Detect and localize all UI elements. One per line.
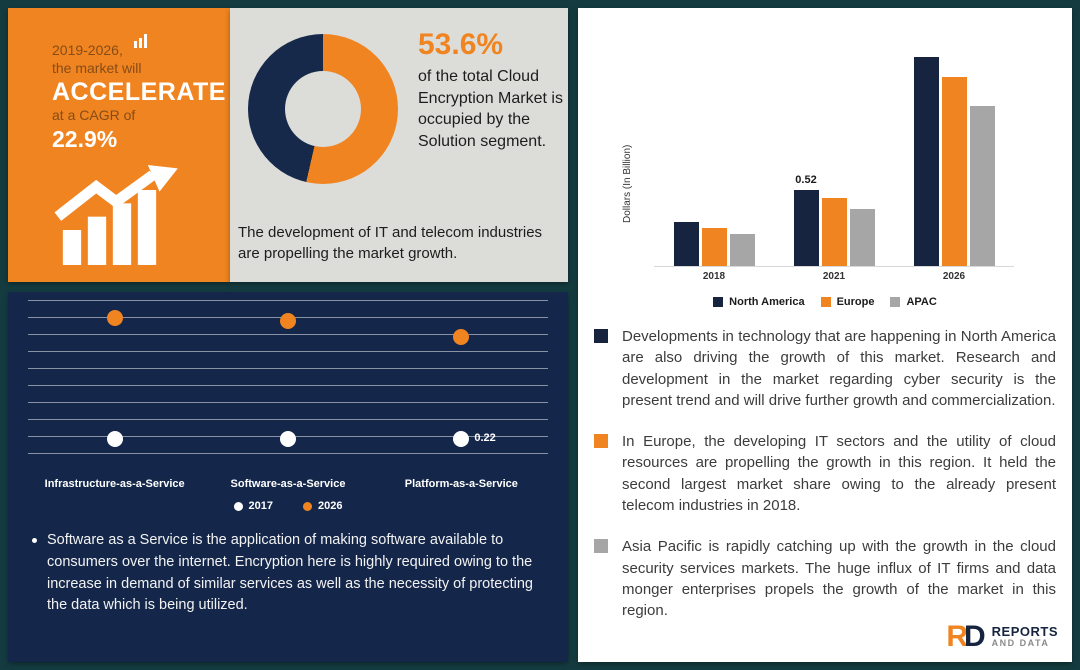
legend-item-apac: APAC <box>890 296 937 308</box>
dot-2026-2 <box>453 328 470 345</box>
dot-2017-2 <box>453 430 470 447</box>
region-bullet-text: In Europe, the developing IT sectors and… <box>622 433 1056 515</box>
bar-annotation: 0.52 <box>795 174 817 187</box>
legend-swatch-europe <box>820 297 831 307</box>
regional-panel: Dollars (In Billion) 0.52 2018 2021 2026… <box>578 8 1072 662</box>
dot-plot-legend: 2017 2026 <box>8 500 568 512</box>
solution-segment-block: 53.6% of the total Cloud Encryption Mark… <box>230 8 568 282</box>
legend-label-2017: 2017 <box>248 500 273 512</box>
solution-share-description: of the total Cloud Encryption Market is … <box>418 68 563 150</box>
legend-swatch-apac <box>890 297 901 307</box>
legend-item-2026: 2026 <box>303 500 342 512</box>
promo-line1: 2019-2026, <box>52 42 123 58</box>
logo-line2: AND DATA <box>991 638 1050 649</box>
bar-Europe-2021 <box>821 197 847 266</box>
category-label-saas: Software-as-a-Service <box>230 478 346 490</box>
promo-line2: the market will <box>52 59 142 76</box>
bar-APAC-2018 <box>729 234 755 266</box>
legend-item-north-america: North America <box>713 296 805 308</box>
square-bullet-icon <box>594 434 608 449</box>
bar-APAC-2026 <box>969 106 995 266</box>
services-panel: 0.22 Infrastructure-as-a-Service Softwar… <box>8 292 568 662</box>
legend-label-europe: Europe <box>836 296 875 308</box>
legend-swatch-2017 <box>233 501 243 511</box>
solution-share-value: 53.6% <box>418 28 504 61</box>
promo-accelerate: ACCELERATE <box>52 78 226 106</box>
bar-group-2026 <box>913 48 995 266</box>
category-label-paas: Platform-as-a-Service <box>404 478 518 490</box>
logo-mark-r: R <box>946 620 968 653</box>
square-bullet-icon <box>594 329 608 343</box>
bar-group-2018 <box>673 48 755 266</box>
region-bullet-north-america: Developments in technology that are happ… <box>594 326 1056 411</box>
dot-2017-1 <box>280 430 296 447</box>
cagr-promo-block: 2019-2026, the market will ACCELERATE at… <box>8 8 230 282</box>
promo-line3: at a CAGR of <box>52 107 136 123</box>
legend-swatch-north-america <box>713 297 724 307</box>
dot-2017-0 <box>106 430 123 447</box>
xtick-2018: 2018 <box>702 271 726 282</box>
bullet-icon <box>32 538 37 543</box>
region-bullet-text: Asia Pacific is rapidly catching up with… <box>622 538 1056 620</box>
legend-item-2017: 2017 <box>233 500 273 512</box>
bar-chart-xticks: 2018 2021 2026 <box>654 271 1014 282</box>
category-label-iaas: Infrastructure-as-a-Service <box>44 478 185 490</box>
dot-plot: 0.22 <box>28 300 548 470</box>
market-growth-note: The development of IT and telecom indust… <box>238 224 543 262</box>
logo-mark-d: D <box>963 620 986 653</box>
bar-chart-legend: North America Europe APAC <box>578 296 1072 308</box>
bar-APAC-2021 <box>849 209 875 266</box>
bar-chart-ylabel: Dollars (In Billion) <box>622 144 633 223</box>
dot-2026-1 <box>280 313 296 330</box>
legend-label-north-america: North America <box>729 296 805 308</box>
donut-hole <box>285 71 361 147</box>
bar-North America-2026 <box>913 56 939 266</box>
region-bullet-text: Developments in technology that are happ… <box>622 328 1056 409</box>
xtick-2021: 2021 <box>822 271 846 282</box>
mini-bars-icon <box>134 34 147 48</box>
reports-and-data-logo: RD REPORTS AND DATA <box>946 622 1058 652</box>
logo-line1: REPORTS <box>991 623 1058 639</box>
saas-note-text: Software as a Service is the application… <box>47 532 533 614</box>
saas-note: Software as a Service is the application… <box>32 530 544 617</box>
dot-2026-0 <box>106 310 123 327</box>
bar-Europe-2018 <box>701 228 727 266</box>
bar-plot: 0.52 <box>654 48 1014 267</box>
bar-North America-2021: 0.52 <box>793 174 819 266</box>
logo-text: REPORTS AND DATA <box>991 623 1058 649</box>
region-bullets: Developments in technology that are happ… <box>594 326 1056 622</box>
donut-chart-wrap <box>248 34 398 184</box>
region-bullet-europe: In Europe, the developing IT sectors and… <box>594 431 1056 516</box>
bar-North America-2018 <box>673 222 699 266</box>
legend-label-apac: APAC <box>906 296 937 308</box>
legend-item-europe: Europe <box>820 296 875 308</box>
promo-cagr-value: 22.9% <box>52 125 118 152</box>
dot-plot-categories: Infrastructure-as-a-Service Software-as-… <box>28 478 548 490</box>
logo-mark: RD <box>946 622 985 652</box>
bar-Europe-2026 <box>941 77 967 266</box>
dot-annotation: 0.22 <box>474 431 496 444</box>
bar-group-2021: 0.52 <box>793 48 875 266</box>
growth-arrow-chart-icon <box>54 165 178 266</box>
legend-label-2026: 2026 <box>318 500 343 512</box>
square-bullet-icon <box>594 539 608 554</box>
xtick-2026: 2026 <box>942 271 966 282</box>
region-bullet-apac: Asia Pacific is rapidly catching up with… <box>594 536 1056 621</box>
legend-swatch-2026 <box>303 501 312 511</box>
